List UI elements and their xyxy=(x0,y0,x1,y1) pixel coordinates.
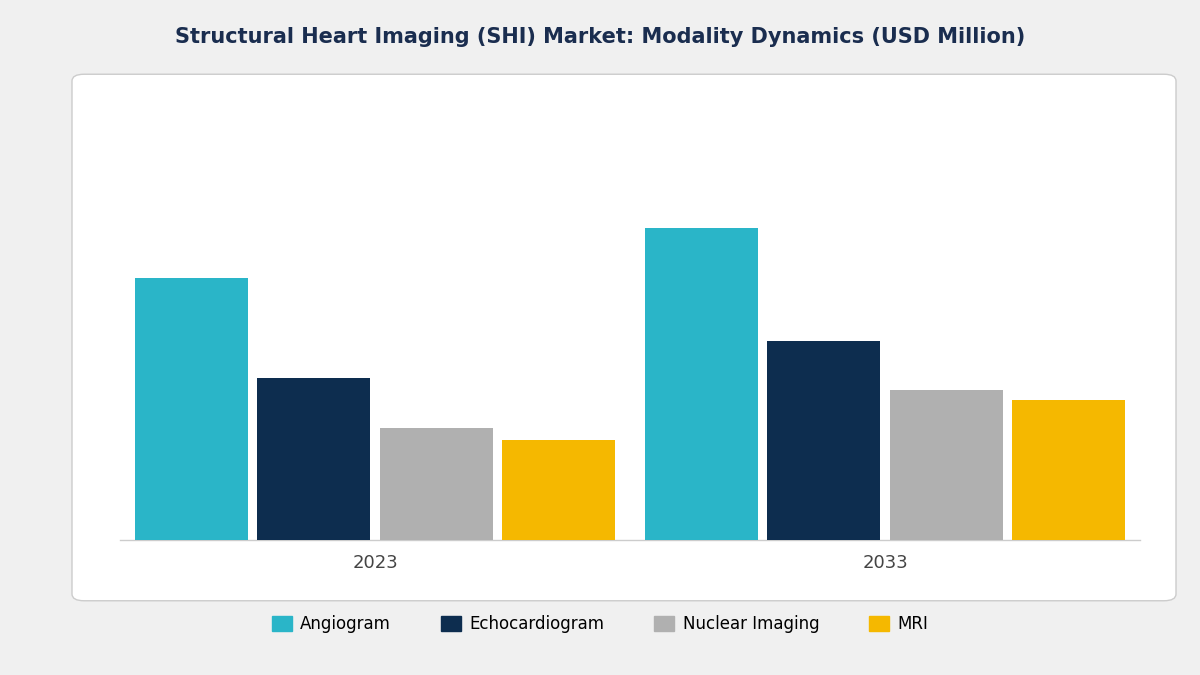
Bar xyxy=(136,278,247,540)
Bar xyxy=(258,378,370,540)
Bar xyxy=(768,341,880,540)
Bar xyxy=(380,428,492,540)
Bar xyxy=(890,390,1002,540)
Text: Structural Heart Imaging (SHI) Market: Modality Dynamics (USD Million): Structural Heart Imaging (SHI) Market: M… xyxy=(175,27,1025,47)
Bar xyxy=(1013,400,1124,540)
Bar xyxy=(646,228,757,540)
Legend: Angiogram, Echocardiogram, Nuclear Imaging, MRI: Angiogram, Echocardiogram, Nuclear Imagi… xyxy=(265,608,935,640)
Bar xyxy=(503,440,614,540)
